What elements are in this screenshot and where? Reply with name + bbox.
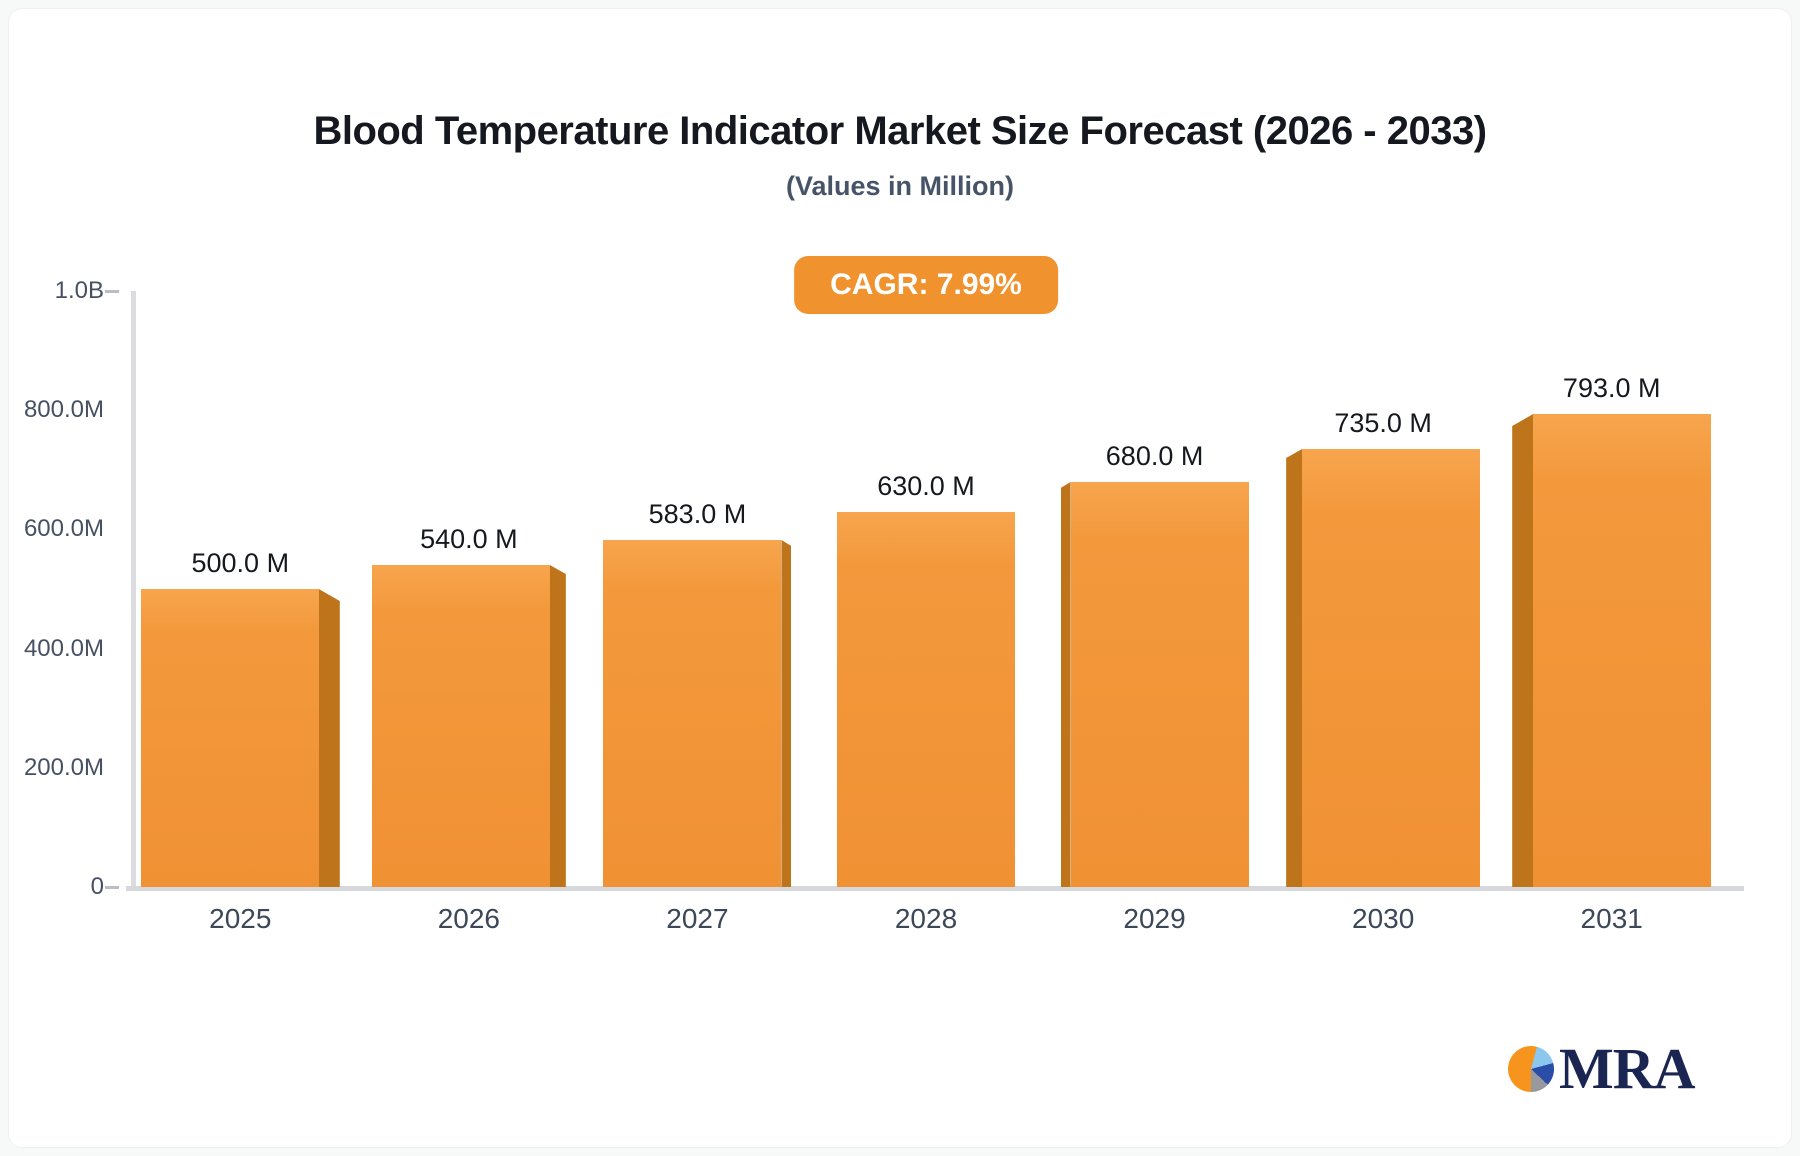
brand-logo-text: MRA bbox=[1559, 1036, 1696, 1101]
bar-face bbox=[1533, 414, 1712, 887]
y-axis-tick-label: 1.0B bbox=[54, 277, 104, 304]
bar-group bbox=[371, 565, 566, 887]
bar-value-label: 735.0 M bbox=[1334, 408, 1432, 438]
y-axis-tick-dash bbox=[105, 886, 119, 889]
y-axis-tick-label: 800.0M bbox=[23, 396, 104, 424]
bar-side-face bbox=[1512, 414, 1534, 887]
pie-chart-logo-icon bbox=[1508, 1046, 1554, 1092]
x-axis-label: 2027 bbox=[666, 903, 729, 934]
x-axis-label: 2031 bbox=[1580, 903, 1643, 934]
bar-side-face bbox=[1286, 449, 1303, 887]
y-axis-tick-label: 200.0M bbox=[23, 753, 104, 781]
y-axis-tick-label: 0 bbox=[90, 873, 104, 900]
bar-value-label: 793.0 M bbox=[1562, 373, 1661, 403]
bar-value-label: 540.0 M bbox=[420, 524, 518, 554]
chart-title: Blood Temperature Indicator Market Size … bbox=[313, 109, 1487, 153]
brand-logo: MRA bbox=[1508, 1036, 1696, 1101]
bar-side-face bbox=[781, 540, 792, 887]
x-axis-label: 2026 bbox=[437, 903, 500, 934]
x-axis-label: 2025 bbox=[209, 903, 272, 934]
bar-group bbox=[140, 589, 340, 887]
x-axis-label: 2030 bbox=[1351, 903, 1415, 934]
bar-face bbox=[371, 565, 550, 887]
bar-side-face bbox=[318, 589, 340, 887]
bar-face bbox=[1302, 449, 1481, 887]
bar-face bbox=[603, 540, 782, 887]
cagr-badge: CAGR: 7.99% bbox=[794, 256, 1058, 314]
x-axis-label: 2029 bbox=[1123, 903, 1186, 934]
bar-value-label: 583.0 M bbox=[648, 499, 747, 529]
y-axis-tick-label: 600.0M bbox=[23, 515, 104, 543]
bar-group bbox=[837, 512, 1015, 887]
bar-face bbox=[1070, 482, 1249, 887]
bar-value-label: 680.0 M bbox=[1105, 441, 1204, 471]
bar-group bbox=[1060, 482, 1249, 887]
y-axis-tick-label: 400.0M bbox=[23, 634, 104, 662]
y-axis-tick-dash bbox=[105, 290, 119, 293]
x-axis-label: 2028 bbox=[894, 903, 958, 934]
bar-face bbox=[837, 512, 1015, 887]
chart-subtitle: (Values in Million) bbox=[785, 171, 1015, 201]
bar-value-label: 630.0 M bbox=[877, 471, 975, 501]
x-axis-line bbox=[126, 886, 1744, 891]
bar-face bbox=[140, 589, 319, 887]
bar-group bbox=[603, 540, 792, 887]
chart-card: Blood Temperature Indicator Market Size … bbox=[8, 8, 1792, 1148]
cagr-badge-label: CAGR: 7.99% bbox=[830, 268, 1022, 301]
bar-side-face bbox=[549, 565, 566, 887]
bar-side-face bbox=[1060, 482, 1071, 887]
bar-value-label: 500.0 M bbox=[191, 548, 290, 578]
bar-chart-plot: 1.0B 800.0M 600.0M 400.0M 200.0M 0 500.0 M 2025… bbox=[24, 277, 1744, 934]
bar-group bbox=[1286, 449, 1481, 887]
y-axis-line bbox=[131, 291, 136, 887]
bar-group bbox=[1512, 414, 1712, 887]
